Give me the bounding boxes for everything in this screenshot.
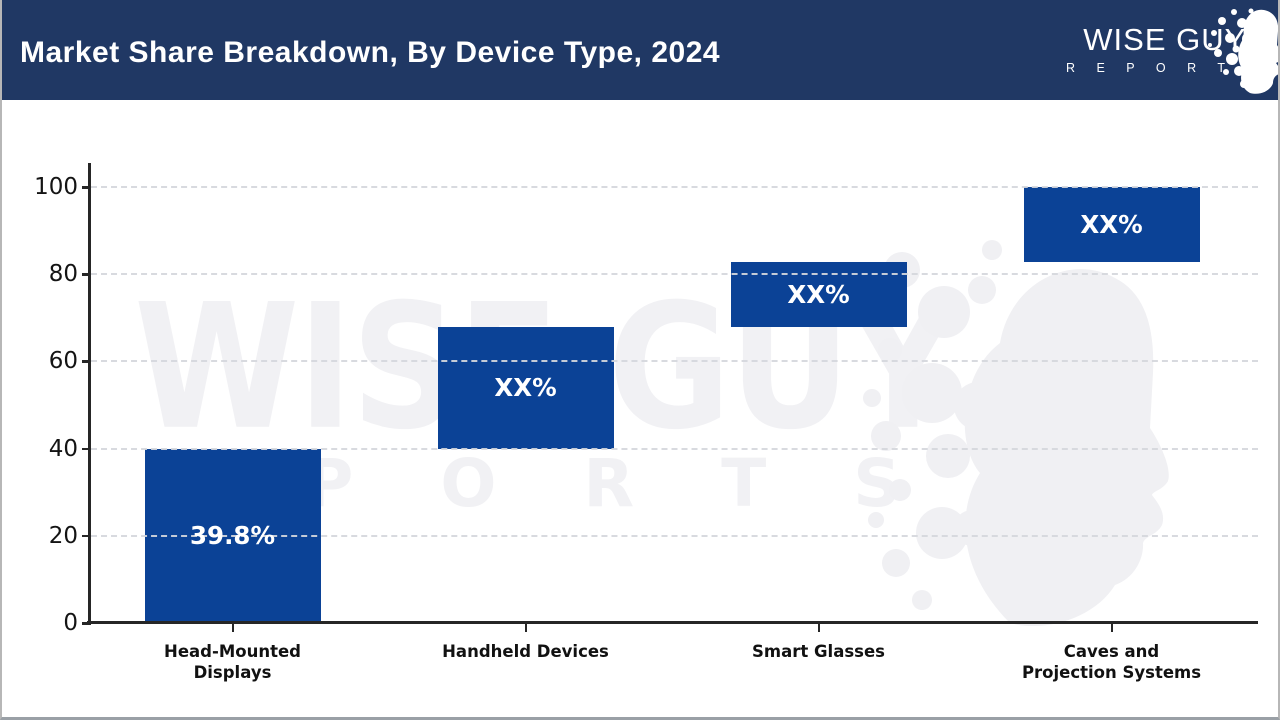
y-tick-mark [82,273,89,276]
y-tick-label: 0 [63,610,78,636]
x-axis-line [87,621,1258,624]
y-tick-label: 80 [48,261,78,288]
bar-segment-1 [437,327,614,450]
x-axis-label-line: Handheld Devices [442,642,609,661]
y-tick-label: 20 [48,522,78,549]
x-tick-mark [1110,624,1113,632]
y-tick-mark [82,447,89,451]
logo-text: WISE GUY R E P O R T S [1066,22,1264,75]
page-title: Market Share Breakdown, By Device Type, … [20,36,721,69]
x-axis-label: Head-Mounted Displays [93,641,373,683]
watermark-reports: P O R T S [305,445,933,522]
x-axis-label-line: Head-Mounted [164,642,301,661]
y-tick-label: 40 [48,435,78,462]
gridline-60 [91,360,1258,363]
watermark-head-icon [863,240,1169,627]
bar-value-label: XX% [1080,209,1143,239]
y-axis-line [88,163,91,625]
chart-area: WISE GUY P O R T S 39.8% XX% XX% XX% 0 20 40 60… [2,100,1278,717]
x-axis-label-line: Projection Systems [1021,663,1202,682]
y-tick-mark [82,186,89,189]
x-axis-label: Handheld Devices [386,641,666,662]
y-tick-label: 60 [48,348,78,375]
logo-subtitle: R E P O R T S [1066,61,1264,75]
y-tick-mark [82,534,89,538]
x-axis-label-line: Displays [193,663,272,682]
y-tick-mark [82,360,89,363]
bar-value-label: 39.8% [190,521,275,551]
gridline-20 [91,534,1258,537]
gridline-40 [91,447,1258,450]
x-tick-mark [231,624,234,632]
gridline-100 [91,186,1258,188]
gridline-80 [91,273,1258,276]
x-tick-mark [817,624,820,632]
x-axis-label-line: Caves and [1063,642,1160,661]
logo-head-icon [1208,8,1278,94]
bar-value-label: XX% [494,373,557,403]
x-axis-label: Caves and Projection Systems [972,641,1252,683]
wise-guy-logo: WISE GUY R E P O R T S [1030,0,1278,100]
x-axis-label: Smart Glasses [679,641,959,662]
x-tick-mark [524,624,527,632]
y-tick-mark [82,622,89,625]
header-band: Market Share Breakdown, By Device Type, … [2,0,1278,100]
y-tick-label: 100 [34,174,78,200]
bar-segment-3 [1023,187,1200,263]
x-axis-label-line: Smart Glasses [752,642,885,661]
bar-value-label: XX% [787,279,850,309]
